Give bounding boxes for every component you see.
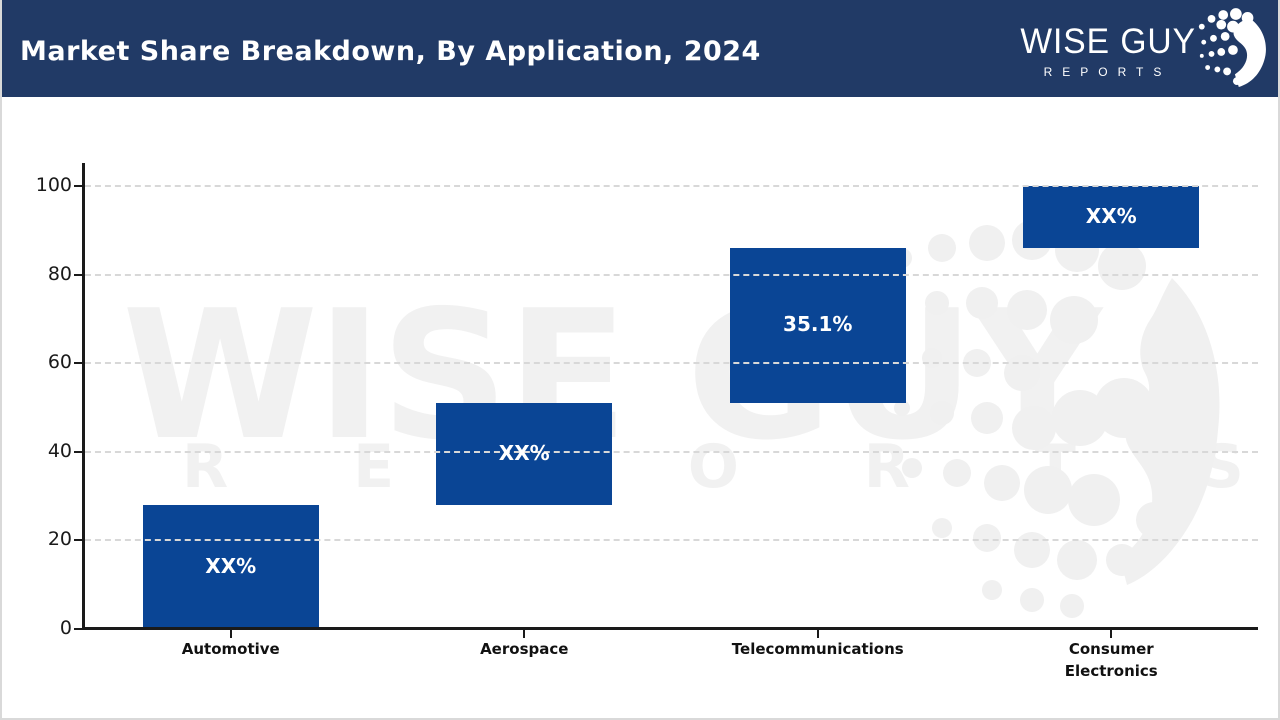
logo-head-icon: [1198, 8, 1266, 88]
x-axis-spine: [82, 627, 1258, 630]
bar-automotive: [142, 504, 319, 629]
y-tick-mark-0: [74, 628, 83, 630]
gridline-y-80: [85, 273, 1258, 276]
x-tick-mark-automotive: [229, 630, 232, 638]
bar-aerospace: [436, 403, 613, 505]
bar-value-label-telecommunications: 35.1%: [783, 312, 853, 337]
x-tick-label-telecommunications: Telecommunications: [731, 640, 904, 658]
page-title: Market Share Breakdown, By Application, …: [20, 36, 761, 67]
y-tick-mark-100: [74, 185, 83, 187]
bar-value-label-aerospace: XX%: [498, 441, 550, 465]
y-tick-mark-80: [74, 273, 83, 276]
y-tick-label-20: 20: [47, 528, 72, 551]
gridline-y-20: [85, 539, 1258, 542]
x-tick-mark-telecommunications: [816, 630, 819, 638]
y-tick-label-100: 100: [35, 174, 72, 196]
y-tick-label-80: 80: [47, 262, 72, 285]
brand-logo-subname: REPORTS: [1043, 65, 1172, 79]
y-tick-label-40: 40: [47, 439, 72, 462]
brand-logo-text: WISE GUY REPORTS: [1013, 22, 1196, 79]
y-tick-mark-60: [74, 362, 83, 365]
y-tick-mark-40: [74, 450, 83, 453]
x-tick-label-consumer-electronics: Consumer Electronics: [1064, 640, 1158, 680]
x-tick-label-aerospace: Aerospace: [480, 640, 569, 658]
brand-logo-name: WISE GUY: [1020, 22, 1196, 61]
y-tick-mark-20: [74, 539, 83, 542]
bar-value-label-consumer-electronics: XX%: [1085, 203, 1137, 228]
x-tick-label-automotive: Automotive: [181, 640, 280, 658]
bar-value-label-automotive: XX%: [205, 553, 257, 578]
bar-telecommunications: [729, 247, 906, 404]
bar-consumer-electronics: [1023, 186, 1200, 248]
x-tick-mark-consumer-electronics: [1110, 630, 1113, 638]
gridline-y-40: [85, 450, 1258, 453]
gridline-y-60: [85, 362, 1258, 365]
brand-logo: WISE GUY REPORTS: [1018, 6, 1268, 92]
header-bar: Market Share Breakdown, By Application, …: [0, 0, 1280, 97]
gridline-y-100: [85, 185, 1258, 187]
y-axis-spine: [82, 163, 85, 630]
x-tick-mark-aerospace: [523, 630, 526, 638]
y-tick-label-0: 0: [59, 617, 72, 639]
y-tick-label-60: 60: [47, 351, 72, 374]
